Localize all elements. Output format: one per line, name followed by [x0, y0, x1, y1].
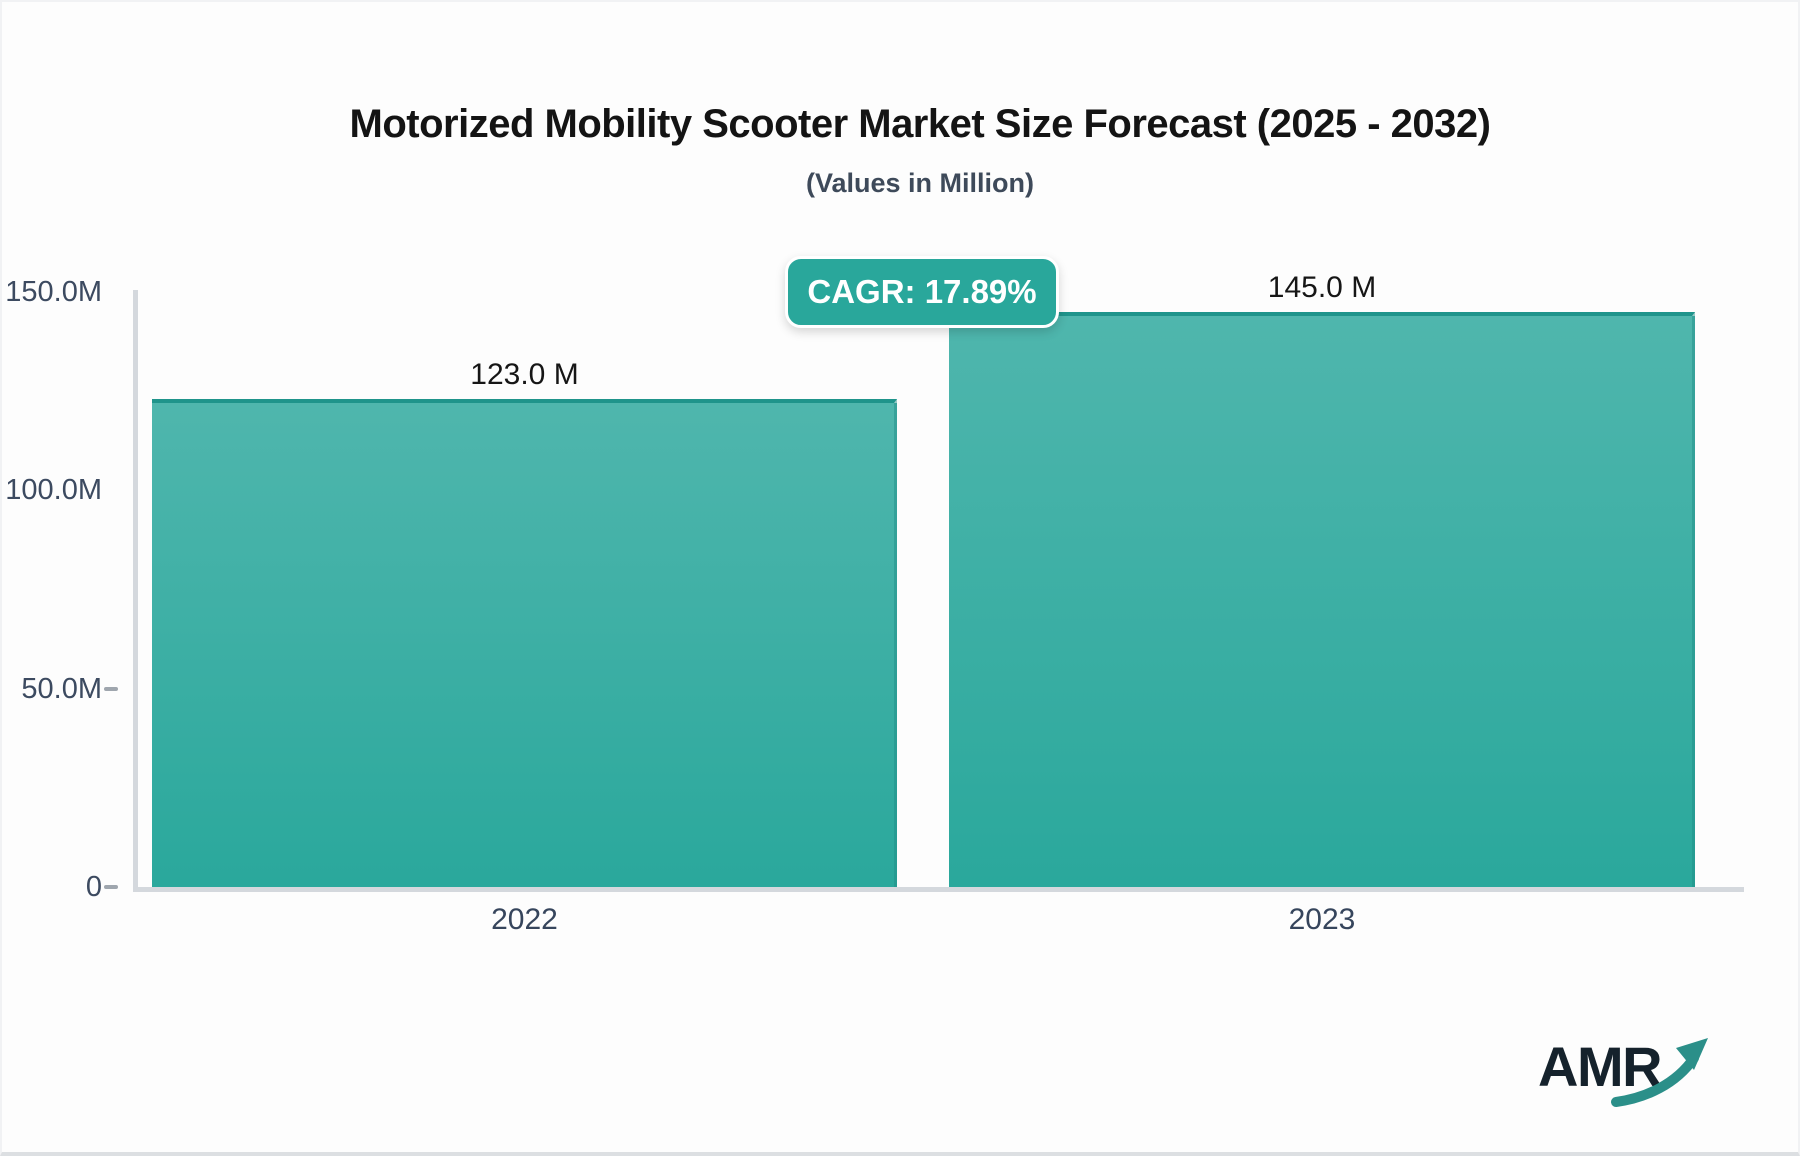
- x-axis-label: 2023: [1288, 903, 1356, 936]
- y-axis-tick-label: 0: [85, 871, 102, 903]
- bar-2022[interactable]: [152, 399, 897, 887]
- chart-subtitle: (Values in Million): [805, 168, 1035, 198]
- y-axis-tick-label: 100.0M: [5, 474, 102, 507]
- cagr-badge: CAGR: 17.89%: [785, 256, 1059, 328]
- y-axis-tick-label: 150.0M: [5, 276, 102, 308]
- y-axis-tick-label: 50.0M: [21, 672, 102, 705]
- amr-logo-text: AMR: [1538, 1035, 1663, 1098]
- amr-logo: AMR: [1536, 1026, 1716, 1116]
- bar-2023[interactable]: [949, 311, 1695, 887]
- x-axis-label: 2022: [491, 903, 558, 936]
- amr-logo-arrow-icon: [1611, 1038, 1708, 1107]
- y-axis-line: [133, 290, 138, 892]
- chart-title: Motorized Mobility Scooter Market Size F…: [349, 102, 1491, 146]
- x-axis-baseline: [133, 887, 1744, 892]
- y-axis-tick-mark: [104, 885, 118, 889]
- y-axis-tick-mark: [104, 686, 118, 691]
- bar-value-label: 145.0 M: [1267, 270, 1377, 304]
- bar-value-label: 123.0 M: [470, 358, 579, 392]
